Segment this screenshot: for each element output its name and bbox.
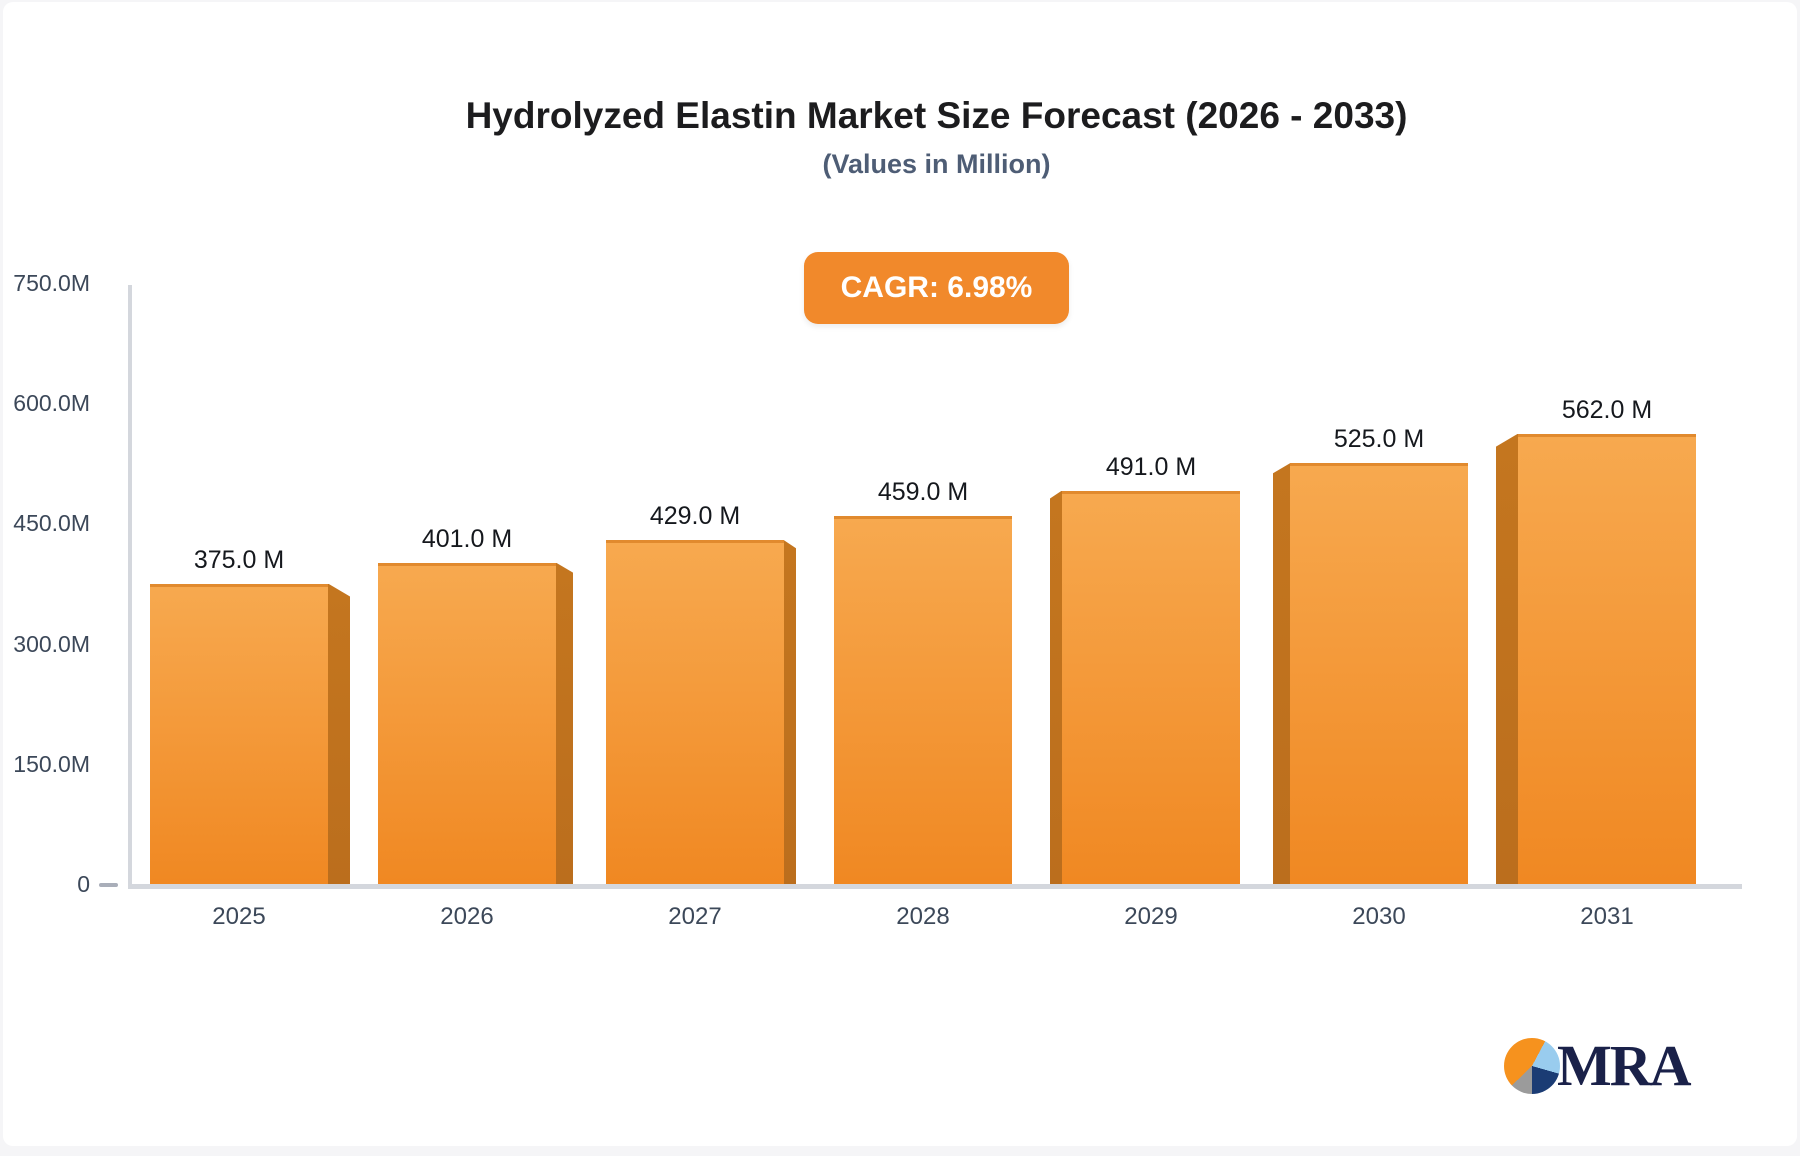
bar-value-label: 491.0 M bbox=[1105, 452, 1197, 481]
bar-side-face bbox=[784, 540, 796, 884]
y-tick-label: 600.0M bbox=[13, 390, 90, 417]
logo-text: MRA bbox=[1557, 1033, 1692, 1098]
pie-chart-logo-icon bbox=[1504, 1038, 1560, 1094]
y-tick-label: 300.0M bbox=[13, 630, 90, 657]
x-axis-label-2029: 2029 bbox=[1124, 903, 1178, 930]
mra-logo: MRA bbox=[1504, 1033, 1692, 1098]
bar-side-face bbox=[1496, 433, 1518, 884]
bar-front-face bbox=[834, 516, 1012, 884]
chart-title: Hydrolyzed Elastin Market Size Forecast … bbox=[465, 95, 1408, 136]
bar-front-face bbox=[1062, 490, 1240, 884]
bar-front-face bbox=[150, 583, 328, 884]
bar-value-label: 525.0 M bbox=[1333, 425, 1425, 454]
cagr-badge: CAGR: 6.98% bbox=[803, 252, 1070, 324]
bar-front-face bbox=[1518, 433, 1696, 884]
y-tick-label: 0 bbox=[77, 871, 90, 897]
x-axis-label-2026: 2026 bbox=[440, 903, 494, 930]
cagr-badge-row: CAGR: 6.98% bbox=[131, 252, 1742, 324]
y-tick-label: 750.0M bbox=[13, 270, 90, 296]
bar-side-face bbox=[1273, 463, 1290, 884]
bar-value-label: 429.0 M bbox=[649, 502, 741, 531]
x-axis-label-2027: 2027 bbox=[668, 903, 722, 930]
bar-side-face bbox=[556, 562, 573, 884]
x-axis-line bbox=[128, 884, 1742, 889]
bar-front-face bbox=[1290, 463, 1468, 884]
bar-side-face bbox=[328, 583, 350, 884]
y-tick-label: 150.0M bbox=[13, 750, 90, 777]
y-tick-label: 450.0M bbox=[13, 510, 90, 537]
chart-subtitle: (Values in Million) bbox=[822, 149, 1051, 179]
bar-side-face bbox=[1050, 490, 1062, 884]
bar-front-face bbox=[606, 540, 784, 884]
y-axis-line bbox=[128, 285, 132, 886]
bar-value-label: 562.0 M bbox=[1561, 395, 1653, 424]
bar-value-label: 401.0 M bbox=[421, 524, 513, 553]
x-axis-label-2030: 2030 bbox=[1352, 903, 1406, 930]
bar-front-face bbox=[378, 562, 556, 884]
x-axis-label-2031: 2031 bbox=[1580, 903, 1634, 930]
x-axis-label-2028: 2028 bbox=[896, 903, 950, 930]
x-axis-label-2025: 2025 bbox=[212, 903, 266, 930]
bar-value-label: 375.0 M bbox=[193, 545, 285, 574]
bar-value-label: 459.0 M bbox=[877, 478, 969, 507]
zero-tick-mark bbox=[99, 883, 118, 887]
